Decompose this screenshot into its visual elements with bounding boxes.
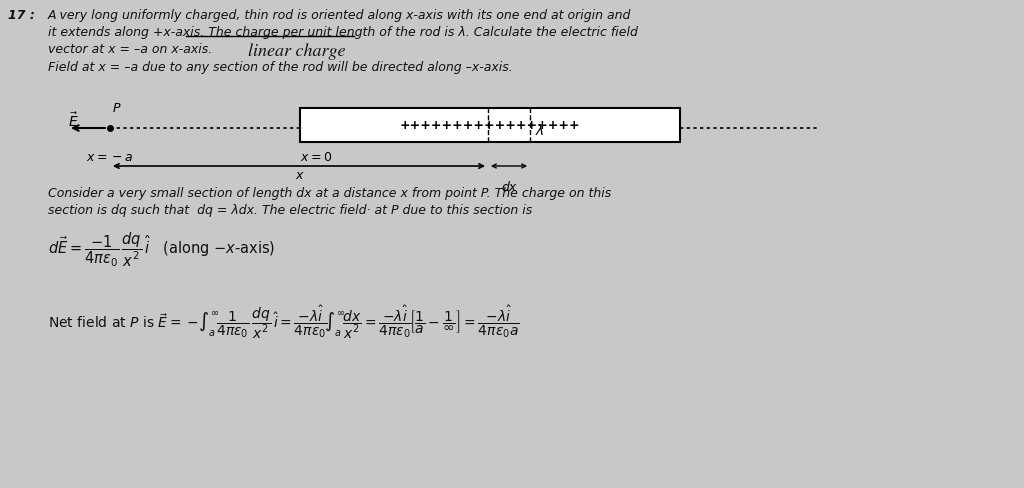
Text: it extends along +x-axis. The charge per unit length of the rod is λ. Calculate : it extends along +x-axis. The charge per…	[48, 26, 638, 39]
Text: $d\vec{E} = \dfrac{-1}{4\pi\varepsilon_0}\,\dfrac{dq}{x^2}\,\hat{i}$   (along $-: $d\vec{E} = \dfrac{-1}{4\pi\varepsilon_0…	[48, 230, 275, 269]
Text: A very long uniformly charged, thin rod is oriented along x-axis with its one en: A very long uniformly charged, thin rod …	[48, 9, 632, 22]
Text: vector at x = –a on x-axis.: vector at x = –a on x-axis.	[48, 43, 212, 56]
Text: dx: dx	[502, 181, 517, 194]
Text: linear charge: linear charge	[248, 43, 345, 60]
Text: P: P	[113, 102, 121, 115]
Text: +++++++++++++++++: +++++++++++++++++	[399, 119, 581, 132]
Text: $\vec{E}$: $\vec{E}$	[68, 111, 79, 130]
Bar	[300, 109, 680, 142]
Text: $x=-a$: $x=-a$	[86, 151, 133, 163]
Text: section is dq such that  dq = λdx. The electric field· at P due to this section : section is dq such that dq = λdx. The el…	[48, 203, 532, 217]
Text: 17 :: 17 :	[8, 9, 35, 22]
Text: Consider a very small section of length dx at a distance x from point P. The cha: Consider a very small section of length …	[48, 186, 611, 200]
Text: Field at x = –a due to any section of the rod will be directed along –x-axis.: Field at x = –a due to any section of th…	[48, 61, 513, 74]
Text: $x=0$: $x=0$	[300, 151, 332, 163]
Text: $\lambda$: $\lambda$	[535, 123, 545, 138]
Text: x: x	[295, 169, 303, 182]
Text: Net field at $P$ is $\vec{E} = -\!\int_a^{\infty}\!\dfrac{1}{4\pi\varepsilon_0}\: Net field at $P$ is $\vec{E} = -\!\int_a…	[48, 304, 520, 341]
